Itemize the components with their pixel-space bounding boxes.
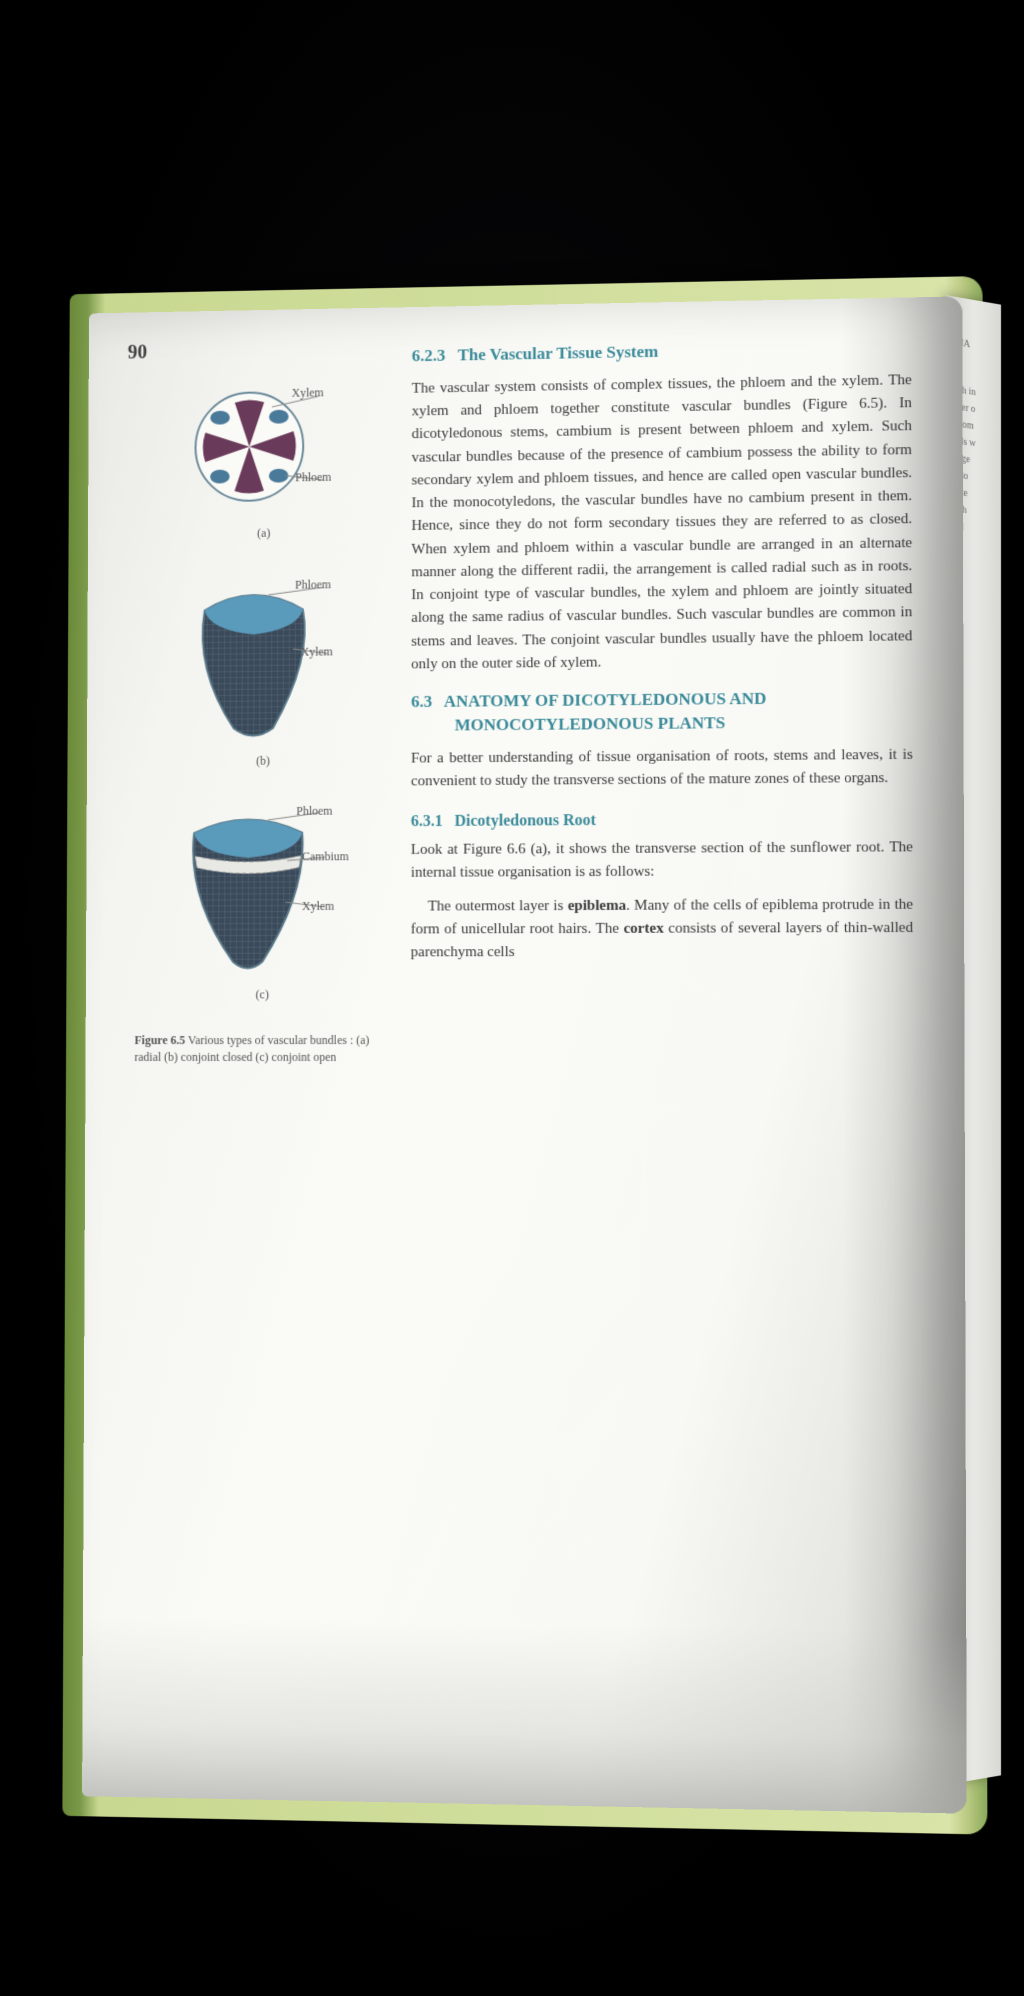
label-phloem-c: Phloem <box>296 804 332 819</box>
label-xylem-c: Xylem <box>302 899 334 914</box>
heading-6-3-1: 6.3.1 Dicotyledonous Root <box>411 810 913 831</box>
para-6-2-3: The vascular system consists of complex … <box>411 369 912 676</box>
term-epiblema: epiblema <box>568 897 626 913</box>
label-phloem-a: Phloem <box>295 470 331 485</box>
textbook-page: 90 <box>82 296 967 1813</box>
para-6-3: For a better understanding of tissue org… <box>411 743 913 793</box>
radial-bundle-svg <box>166 371 362 522</box>
heading-num: 6.3.1 <box>411 813 443 830</box>
figure-number: Figure 6.5 <box>134 1033 185 1047</box>
diagram-b-conjoint-closed: Phloem Xylem (b) <box>136 569 392 770</box>
figure-6-5-caption: Figure 6.5 Various types of vascular bun… <box>134 1032 390 1065</box>
page-content: Xylem Phloem (a) <box>131 321 915 1771</box>
figure-column: Xylem Phloem (a) <box>134 370 392 1065</box>
label-xylem-a: Xylem <box>292 385 324 400</box>
heading-title-line2: MONOCOTYLEDONOUS PLANTS <box>455 713 725 734</box>
diagram-a-radial: Xylem Phloem (a) <box>137 370 392 542</box>
heading-num: 6.3 <box>411 692 432 711</box>
para-6-3-1-b: The outermost layer is epiblema. Many of… <box>411 893 914 964</box>
text-column: 6.2.3 The Vascular Tissue System The vas… <box>411 321 914 974</box>
term-cortex: cortex <box>624 921 664 937</box>
para-6-3-1-a: Look at Figure 6.6 (a), it shows the tra… <box>411 836 913 885</box>
heading-title-line1: ANATOMY OF DICOTYLEDONOUS AND <box>444 689 767 711</box>
conjoint-open-svg <box>159 798 366 982</box>
caption-a: (a) <box>137 524 392 542</box>
para-text: The outermost layer is <box>428 898 568 914</box>
heading-title: Dicotyledonous Root <box>455 812 596 830</box>
label-cambium-c: Cambium <box>302 849 349 864</box>
heading-6-2-3: 6.2.3 The Vascular Tissue System <box>412 335 912 368</box>
caption-b: (b) <box>136 753 392 770</box>
caption-c: (c) <box>135 987 391 1002</box>
label-phloem-b: Phloem <box>295 577 331 592</box>
heading-num: 6.2.3 <box>412 346 446 365</box>
heading-title: The Vascular Tissue System <box>458 342 659 364</box>
heading-6-3: 6.3 ANATOMY OF DICOTYLEDONOUS AND MONOCO… <box>411 686 913 738</box>
diagram-c-conjoint-open: Phloem Cambium Xylem (c) <box>135 797 391 1002</box>
label-xylem-b: Xylem <box>301 645 333 660</box>
